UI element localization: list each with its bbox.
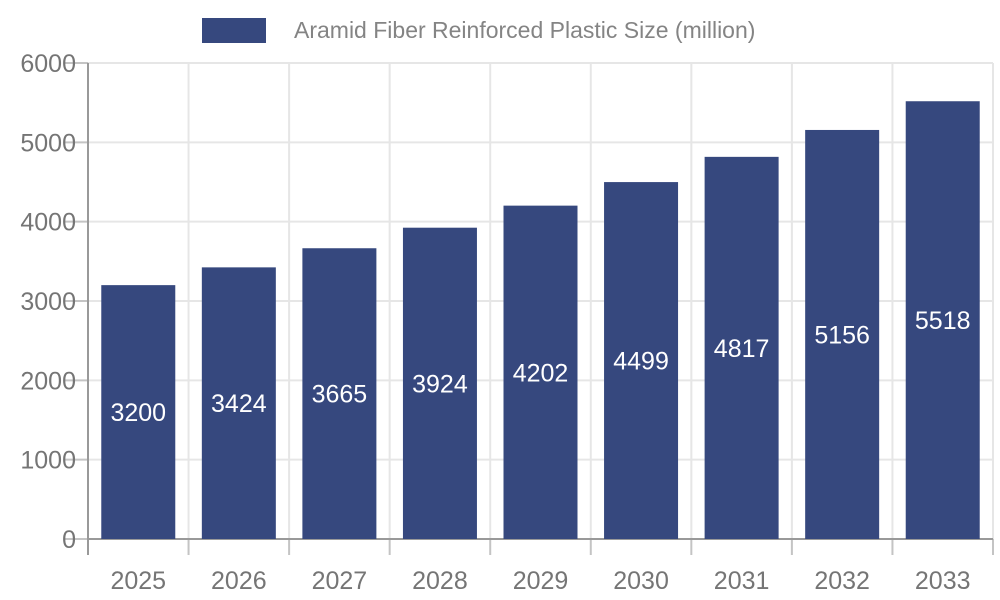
bar-value-label: 3665 (312, 381, 368, 409)
legend[interactable]: Aramid Fiber Reinforced Plastic Size (mi… (202, 18, 755, 43)
bar-value-label: 3200 (110, 399, 166, 427)
y-axis-tick-label: 1000 (20, 447, 76, 475)
y-axis-tick-label: 4000 (20, 209, 76, 237)
x-axis-tick-label: 2027 (312, 567, 368, 595)
bar-value-label: 3424 (211, 390, 267, 418)
bar-2027[interactable] (302, 248, 377, 539)
bar-2026[interactable] (201, 267, 276, 539)
bar-2025[interactable] (101, 285, 176, 539)
x-axis-tick-label: 2032 (814, 567, 870, 595)
y-axis-tick-label: 5000 (20, 129, 76, 157)
x-axis-tick-label: 2030 (613, 567, 669, 595)
y-axis-tick-label: 2000 (20, 367, 76, 395)
bar-value-label: 4202 (513, 359, 569, 387)
x-axis-tick-label: 2026 (211, 567, 267, 595)
x-axis-tick-label: 2025 (110, 567, 166, 595)
bar-2031[interactable] (704, 156, 779, 540)
bar-value-label: 5156 (814, 321, 870, 349)
x-axis-tick-label: 2028 (412, 567, 468, 595)
x-axis-tick-label: 2031 (714, 567, 770, 595)
legend-label: Aramid Fiber Reinforced Plastic Size (mi… (294, 17, 756, 43)
y-axis-tick-label: 6000 (20, 50, 76, 78)
x-axis-tick-label: 2029 (513, 567, 569, 595)
y-axis-tick-label: 3000 (20, 288, 76, 316)
bar-value-label: 4499 (613, 348, 669, 376)
x-axis-tick-label: 2033 (915, 567, 971, 595)
bar-2029[interactable] (503, 205, 578, 539)
bar-2030[interactable] (604, 182, 679, 539)
bar-2033[interactable] (905, 101, 980, 539)
legend-swatch-icon (202, 18, 266, 43)
bar-2028[interactable] (402, 227, 477, 540)
bar-2032[interactable] (805, 129, 880, 539)
bar-value-label: 4817 (714, 335, 770, 363)
bar-value-label: 3924 (412, 370, 468, 398)
bar-value-label: 5518 (915, 307, 971, 335)
y-axis-tick-label: 0 (62, 526, 76, 554)
